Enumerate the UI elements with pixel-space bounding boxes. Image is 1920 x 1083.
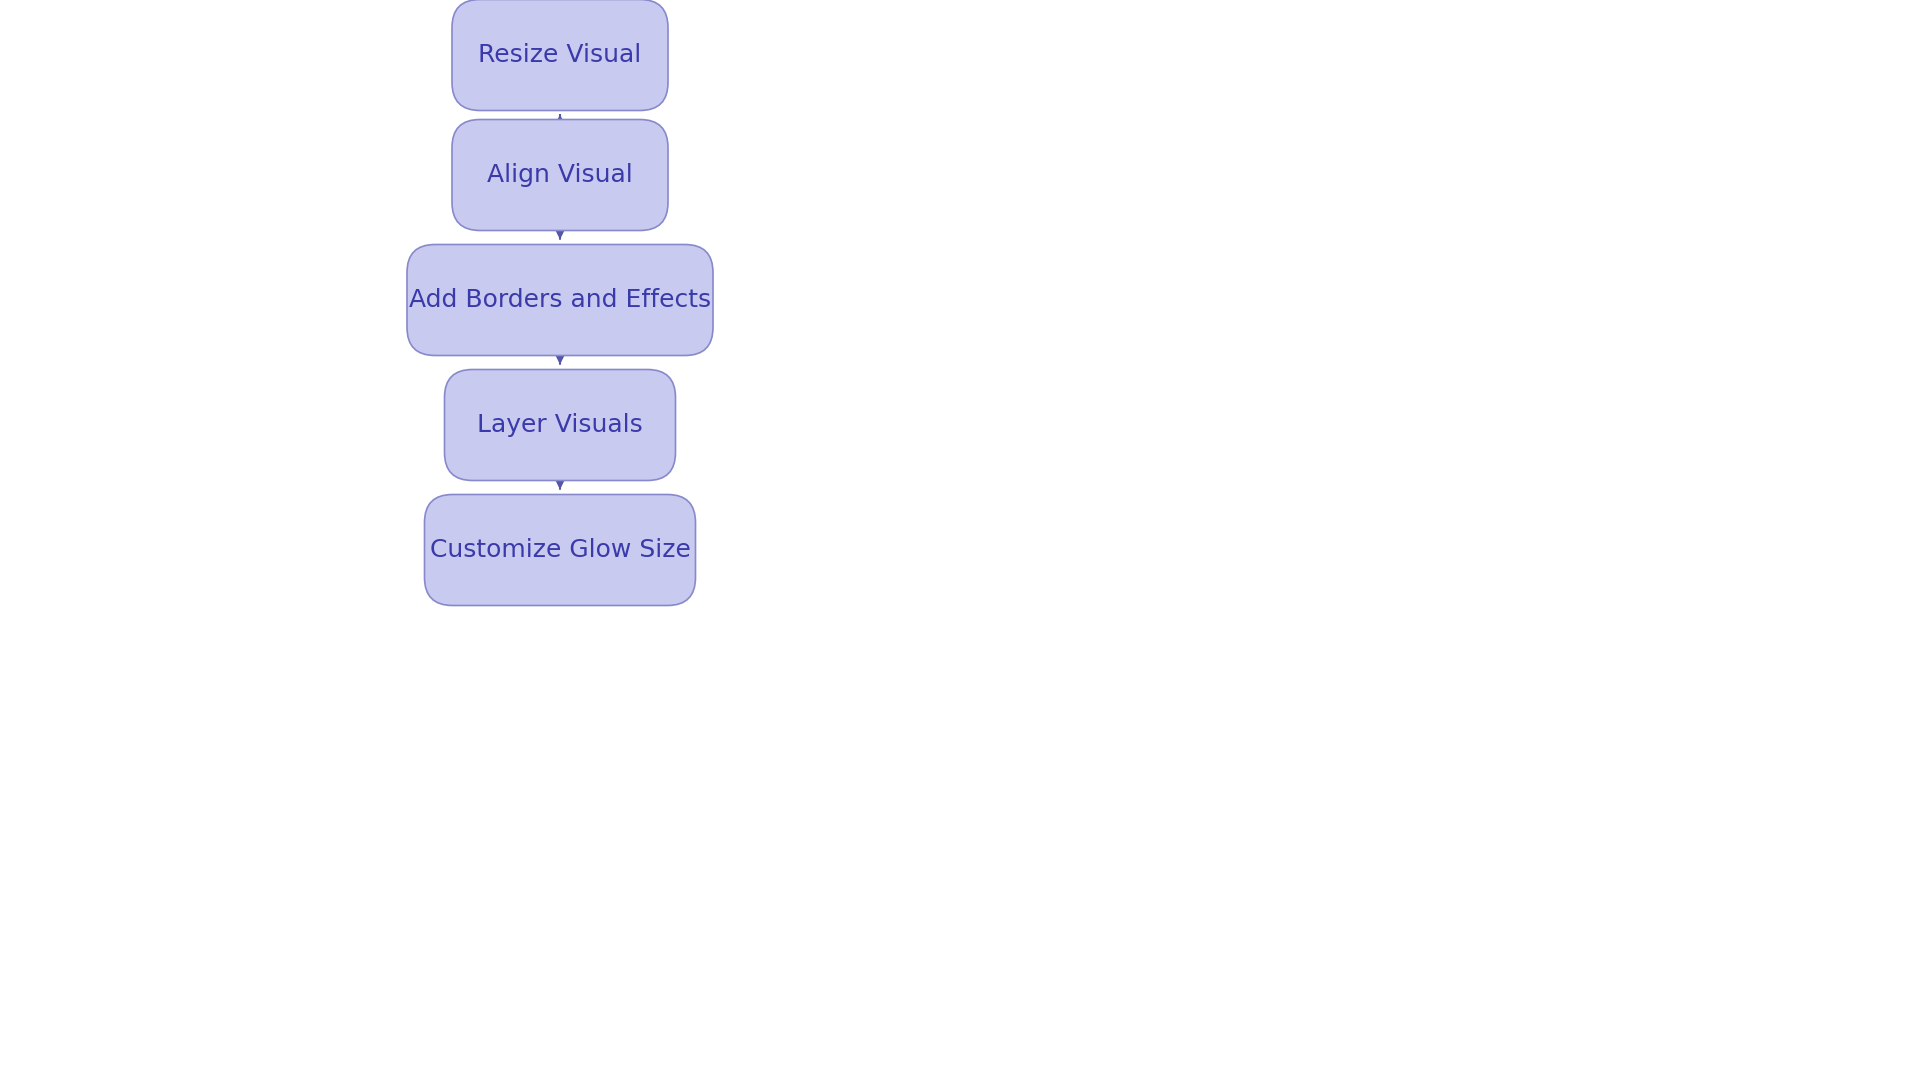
FancyBboxPatch shape [451, 0, 668, 110]
FancyBboxPatch shape [445, 369, 676, 481]
Text: Align Visual: Align Visual [488, 164, 634, 187]
Text: Customize Glow Size: Customize Glow Size [430, 538, 691, 562]
Text: Add Borders and Effects: Add Borders and Effects [409, 288, 710, 312]
FancyBboxPatch shape [451, 119, 668, 231]
FancyBboxPatch shape [407, 245, 712, 355]
FancyBboxPatch shape [424, 495, 695, 605]
Text: Layer Visuals: Layer Visuals [478, 413, 643, 438]
Text: Resize Visual: Resize Visual [478, 43, 641, 67]
